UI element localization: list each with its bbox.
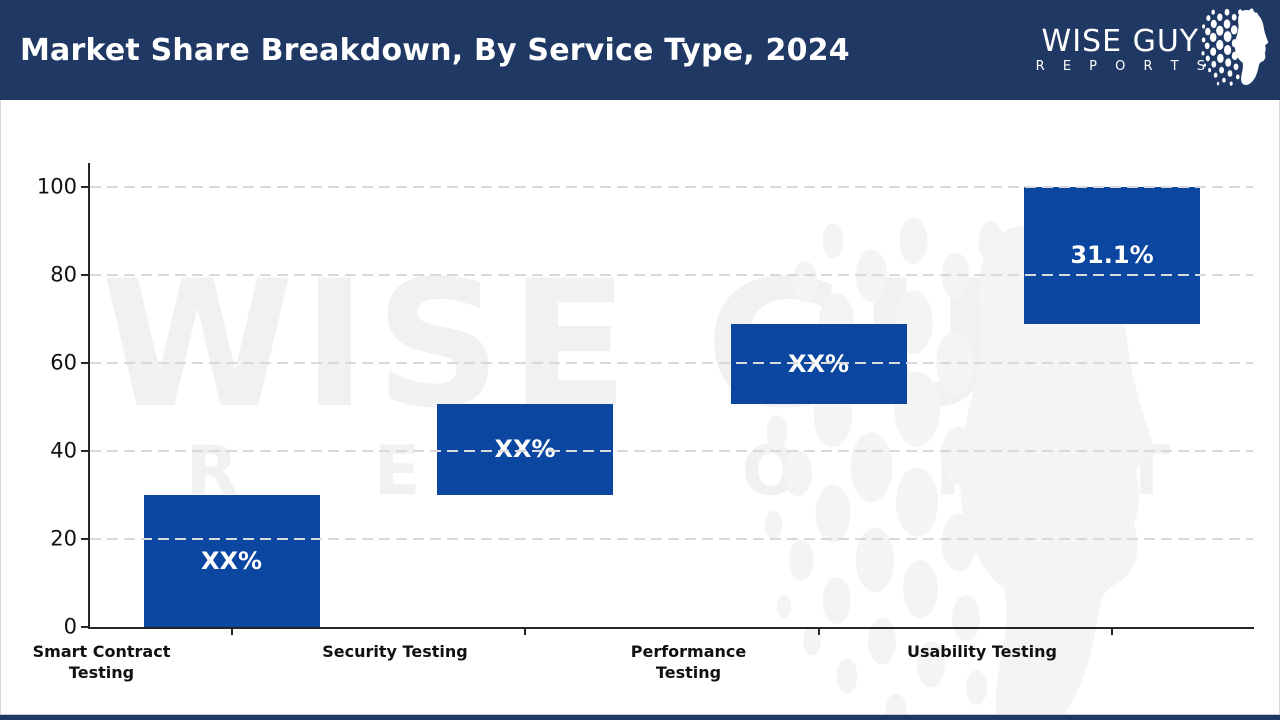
gridline xyxy=(90,186,1253,188)
x-axis-spine xyxy=(88,627,1254,629)
x-tick xyxy=(230,629,233,635)
x-tick-label: Usability Testing xyxy=(906,642,1057,661)
bar: 31.1% xyxy=(1024,187,1200,324)
y-tick xyxy=(81,186,88,188)
brand-reports-text: R E P O R T S xyxy=(1035,59,1212,75)
x-tick-label: Smart Contract Testing xyxy=(32,642,171,682)
x-tick xyxy=(524,629,526,635)
chart-area: WISE GUY R E P O R T S XX%XX%XX%31.1%020… xyxy=(0,100,1280,714)
x-tick xyxy=(1111,629,1113,635)
y-tick-label: 40 xyxy=(50,438,77,463)
page-title: Market Share Breakdown, By Service Type,… xyxy=(20,32,850,68)
gridline xyxy=(90,274,1253,276)
x-tick-label: Security Testing xyxy=(322,642,468,661)
y-tick xyxy=(81,274,88,276)
footer-bar xyxy=(0,714,1280,720)
gridline xyxy=(90,362,1253,364)
y-tick-label: 20 xyxy=(50,526,77,551)
y-tick-label: 0 xyxy=(63,614,77,639)
brand-logo: WISE GUY R E P O R T S xyxy=(1029,8,1280,92)
y-tick xyxy=(81,538,88,540)
y-tick-label: 80 xyxy=(50,262,77,287)
y-tick xyxy=(81,450,88,452)
bar-value-label: 31.1% xyxy=(1070,241,1154,270)
x-tick-label: Performance Testing xyxy=(630,642,747,682)
y-tick-label: 100 xyxy=(36,174,77,199)
y-tick xyxy=(81,626,88,628)
bar-value-label: XX% xyxy=(494,435,556,464)
gridline xyxy=(90,450,1253,452)
brand-name-text: WISE GUY xyxy=(1041,23,1200,59)
brand-head-icon xyxy=(1200,8,1272,92)
bar: XX% xyxy=(437,403,613,495)
y-tick-label: 60 xyxy=(50,350,77,375)
brand-wordmark: WISE GUY R E P O R T S xyxy=(1029,26,1212,75)
header: Market Share Breakdown, By Service Type,… xyxy=(0,0,1280,100)
x-tick xyxy=(817,629,820,635)
bar-value-label: XX% xyxy=(200,547,263,575)
gridline xyxy=(90,538,1253,540)
y-tick xyxy=(81,362,88,364)
y-axis-spine xyxy=(88,162,90,629)
bar: XX% xyxy=(143,495,320,627)
